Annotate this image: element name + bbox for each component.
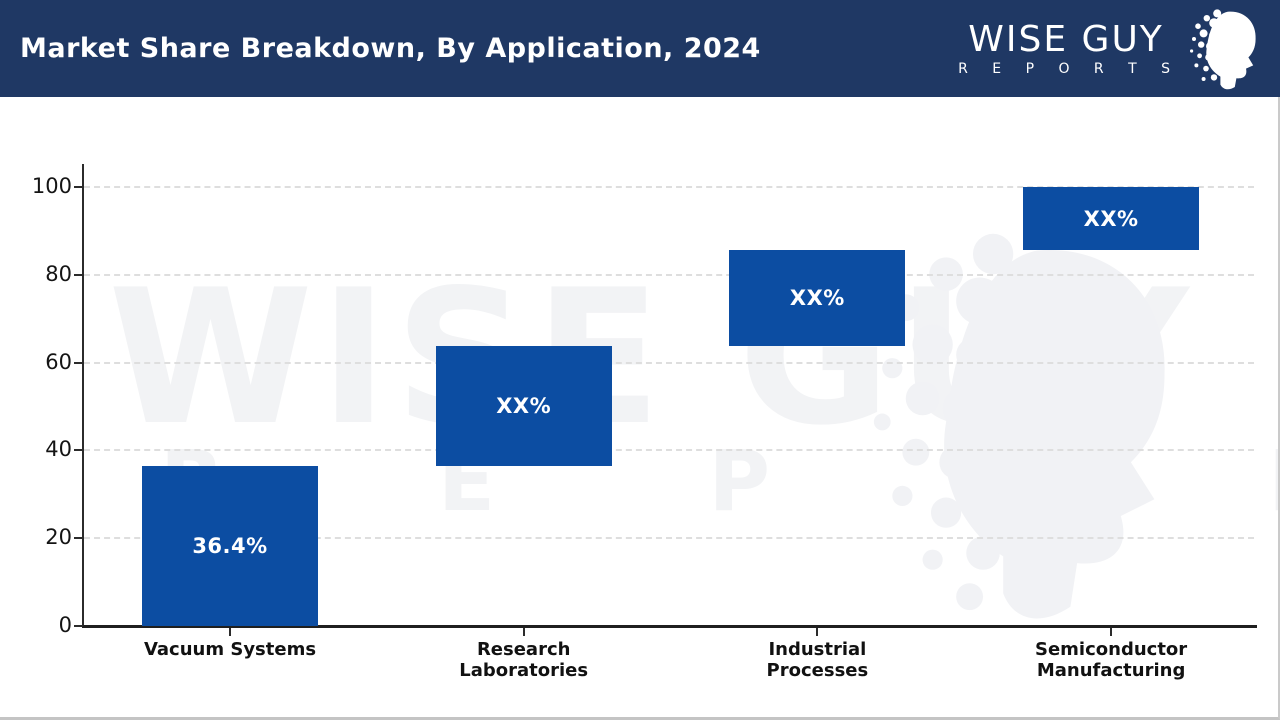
bar-value-label: 36.4% (192, 534, 268, 559)
logo-subtitle: R E P O R T S (958, 60, 1180, 77)
y-tick-label: 60 (45, 349, 72, 374)
wiseguy-logo: WISE GUY R E P O R T S (952, 7, 1266, 91)
y-tick-mark (74, 273, 83, 276)
y-tick-label: 100 (31, 174, 72, 198)
y-axis-line (82, 164, 84, 627)
chart-title: Market Share Breakdown, By Application, … (20, 33, 761, 64)
x-category-label: Semiconductor Manufacturing (1035, 639, 1188, 681)
chart-area: WISE GUY R E P O R T S 02040608010036.4%… (0, 97, 1280, 720)
y-tick-mark (74, 625, 83, 627)
bar: XX% (1023, 187, 1200, 251)
wiseguy-head-icon (1182, 7, 1262, 91)
y-tick-label: 0 (58, 613, 72, 637)
y-tick-mark (74, 449, 83, 452)
header: Market Share Breakdown, By Application, … (0, 0, 1280, 97)
wiseguy-logo-text: WISE GUY R E P O R T S (952, 18, 1180, 77)
bar-value-label: XX% (1083, 206, 1139, 231)
x-tick-mark (1110, 628, 1113, 636)
bar: XX% (729, 250, 906, 346)
x-category-label: Industrial Processes (766, 639, 869, 681)
x-category-label: Research Laboratories (459, 639, 589, 681)
x-axis-line (82, 625, 1257, 628)
x-tick-mark (522, 628, 525, 636)
bar: 36.4% (142, 466, 318, 626)
gridline (84, 537, 1254, 540)
y-tick-mark (74, 537, 83, 540)
x-tick-mark (229, 628, 231, 636)
y-tick-mark (74, 361, 83, 364)
gridline (84, 361, 1254, 364)
gridline (84, 273, 1254, 276)
plot-area: 0 20 40 60 80 100 36.4% XX% XX% XX% Vacuum Systems… (0, 97, 1278, 717)
bar-value-label: XX% (496, 394, 552, 419)
x-tick-mark (816, 628, 819, 636)
y-tick-mark (74, 186, 83, 188)
y-tick-label: 80 (45, 261, 72, 286)
gridline (84, 186, 1254, 188)
x-category-label: Vacuum Systems (143, 639, 317, 660)
bar-value-label: XX% (789, 286, 845, 311)
y-tick-label: 20 (45, 525, 72, 550)
logo-wordmark: WISE GUY (968, 18, 1164, 60)
y-tick-label: 40 (45, 437, 72, 462)
bar: XX% (435, 345, 612, 467)
gridline (84, 449, 1254, 452)
